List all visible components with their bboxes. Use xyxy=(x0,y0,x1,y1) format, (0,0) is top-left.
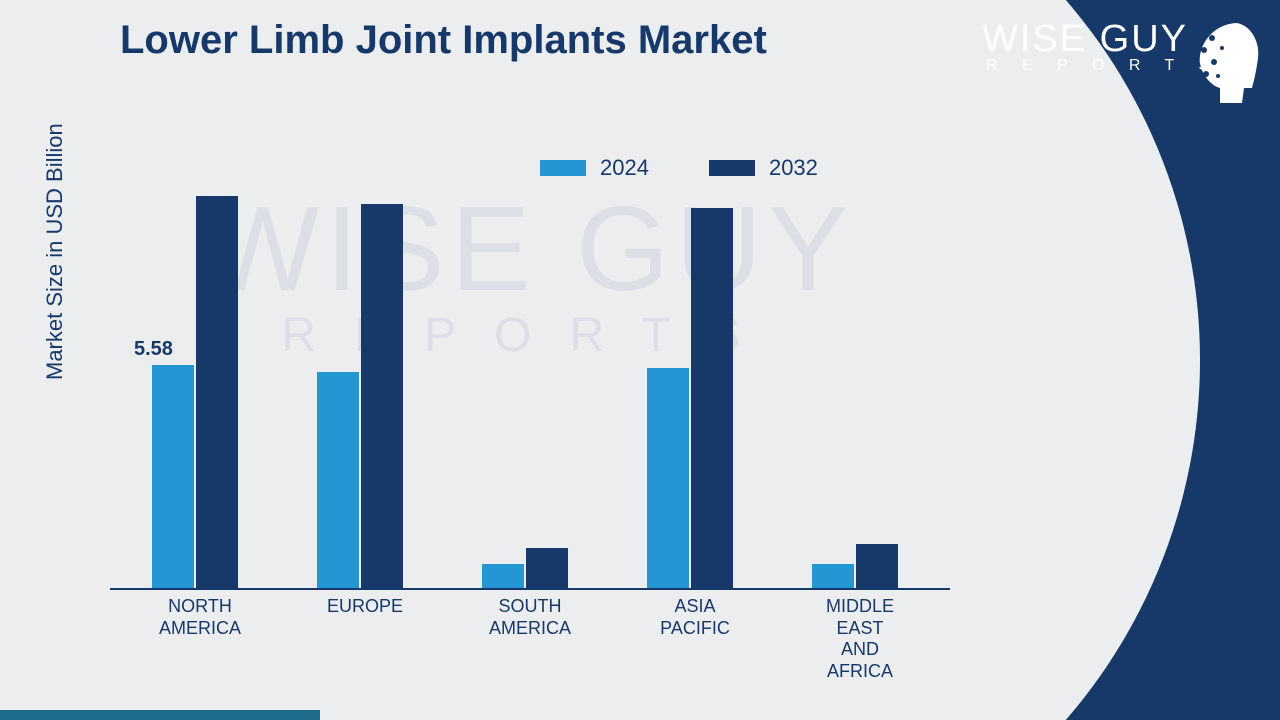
infographic-stage: WISE GUY REPORTS Lower Limb Joint Implan… xyxy=(0,0,1280,720)
legend-item-2032: 2032 xyxy=(709,155,818,181)
bar-series-b xyxy=(196,196,238,588)
bar-series-a xyxy=(317,372,359,588)
bar-series-b xyxy=(526,548,568,588)
brand-logo: WISE GUY R E P O R T S xyxy=(982,18,1262,75)
bar-series-a xyxy=(152,365,194,588)
legend-label-a: 2024 xyxy=(600,155,649,181)
y-axis-label: Market Size in USD Billion xyxy=(42,123,68,380)
bar-series-a xyxy=(647,368,689,588)
legend-swatch-b xyxy=(709,160,755,176)
chart-title: Lower Limb Joint Implants Market xyxy=(120,18,767,63)
bar-series-b xyxy=(691,208,733,588)
bar-chart: 5.58 xyxy=(110,190,950,590)
x-axis-label: EUROPE xyxy=(290,596,440,618)
head-icon xyxy=(1182,18,1262,108)
bar-series-b xyxy=(361,204,403,588)
bar-series-b xyxy=(856,544,898,588)
legend-label-b: 2032 xyxy=(769,155,818,181)
legend-swatch-a xyxy=(540,160,586,176)
x-axis-label: SOUTHAMERICA xyxy=(455,596,605,639)
x-axis-label: MIDDLEEASTANDAFRICA xyxy=(785,596,935,682)
legend-item-2024: 2024 xyxy=(540,155,649,181)
bar-series-a xyxy=(812,564,854,588)
chart-baseline xyxy=(110,588,950,590)
accent-bar xyxy=(0,710,320,720)
chart-legend: 2024 2032 xyxy=(540,155,818,181)
bar-value-label: 5.58 xyxy=(134,338,173,361)
bar-series-a xyxy=(482,564,524,588)
x-axis-label: NORTHAMERICA xyxy=(125,596,275,639)
x-axis-label: ASIAPACIFIC xyxy=(620,596,770,639)
